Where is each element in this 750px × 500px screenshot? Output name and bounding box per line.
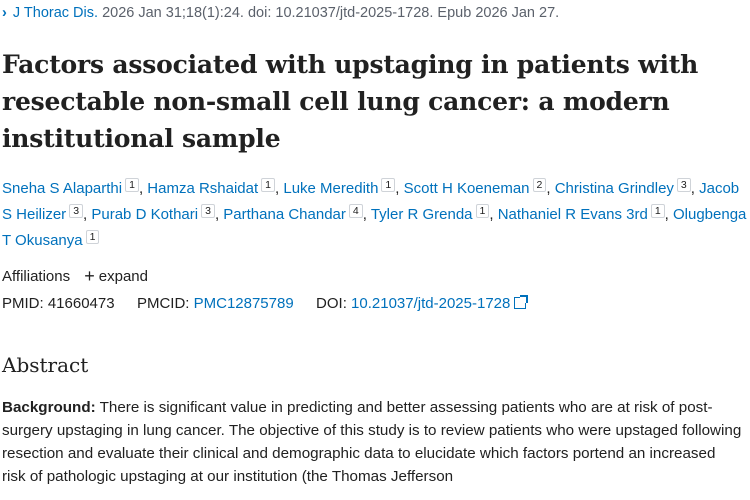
author-link[interactable]: Tyler R Grenda [370, 206, 473, 223]
pmcid-link[interactable]: PMC12875789 [193, 295, 294, 312]
background-label: Background: [2, 399, 96, 416]
abstract-background: Background: There is significant value i… [2, 396, 742, 488]
author-item: Hamza Rshaidat 1 [147, 178, 276, 197]
identifiers-row: PMID: 41660473 PMCID: PMC12875789 DOI: 1… [2, 295, 529, 312]
author-item: Nathaniel R Evans 3rd 1 [497, 204, 665, 223]
author-link[interactable]: Hamza Rshaidat [147, 180, 259, 197]
background-text: There is significant value in predicting… [2, 399, 742, 485]
author-item: Sneha S Alaparthi 1 [2, 178, 139, 197]
doi-value: 10.21037/jtd-2025-1728 [351, 295, 511, 312]
affiliation-ref[interactable]: 1 [125, 178, 139, 192]
chevron-right-icon: › [2, 5, 7, 21]
affiliation-ref[interactable]: 3 [69, 204, 84, 218]
affiliation-ref[interactable]: 4 [348, 204, 363, 218]
affiliation-ref[interactable]: 3 [676, 178, 691, 192]
author-link[interactable]: Christina Grindley [554, 180, 674, 197]
author-item: Scott H Koeneman 2 [403, 178, 547, 197]
author-item: Tyler R Grenda 1 [370, 204, 490, 223]
author-link[interactable]: Sneha S Alaparthi [2, 180, 123, 197]
author-link[interactable]: Scott H Koeneman [403, 180, 530, 197]
author-link[interactable]: Purab D Kothari [91, 206, 199, 223]
author-item: Olugbenga T Okusanya 1 [2, 206, 746, 249]
article-title: Factors associated with upstaging in pat… [2, 50, 699, 153]
pmid-label: PMID: [2, 295, 44, 312]
affiliations-row: Affiliations + expand [2, 266, 148, 287]
plus-icon: + [84, 266, 95, 286]
doi-link[interactable]: 10.21037/jtd-2025-1728 [351, 295, 529, 312]
pmid-value: 41660473 [47, 295, 115, 312]
author-link[interactable]: Luke Meredith [283, 180, 379, 197]
affiliation-ref[interactable]: 1 [261, 178, 276, 192]
doi-label: DOI: [316, 295, 347, 312]
affiliation-ref[interactable]: 1 [650, 204, 665, 218]
authors-list: Sneha S Alaparthi 1, Hamza Rshaidat 1, Luk… [2, 178, 747, 249]
author-item: Luke Meredith 1 [283, 178, 396, 197]
external-link-icon [514, 295, 529, 309]
affiliations-expand-button[interactable]: + expand [84, 266, 148, 286]
abstract-heading: Abstract [2, 353, 89, 377]
pmcid-label: PMCID: [136, 295, 190, 312]
author-link[interactable]: Jacob S Heilizer [2, 180, 740, 223]
affiliation-ref[interactable]: 2 [532, 178, 547, 192]
expand-label: expand [98, 268, 148, 285]
author-link[interactable]: Parthana Chandar [223, 206, 346, 223]
affiliation-ref[interactable]: 3 [201, 204, 215, 218]
author-item: Christina Grindley 3 [554, 178, 691, 197]
affiliation-ref[interactable]: 1 [475, 204, 490, 218]
journal-link[interactable]: J Thorac Dis. [12, 5, 99, 21]
affiliations-label: Affiliations [2, 268, 71, 285]
author-item: Purab D Kothari 3 [91, 204, 215, 223]
author-item: Parthana Chandar 4 [223, 204, 363, 223]
affiliation-ref[interactable]: 1 [381, 178, 396, 192]
author-item: Jacob S Heilizer 3 [2, 180, 739, 223]
author-link[interactable]: Olugbenga T Okusanya [2, 206, 747, 249]
citation-details: 2026 Jan 31;18(1):24. doi: 10.21037/jtd-… [102, 5, 560, 21]
affiliation-ref[interactable]: 1 [85, 230, 100, 244]
citation-line: › J Thorac Dis. 2026 Jan 31;18(1):24. do… [2, 5, 559, 21]
author-link[interactable]: Nathaniel R Evans 3rd [497, 206, 648, 223]
